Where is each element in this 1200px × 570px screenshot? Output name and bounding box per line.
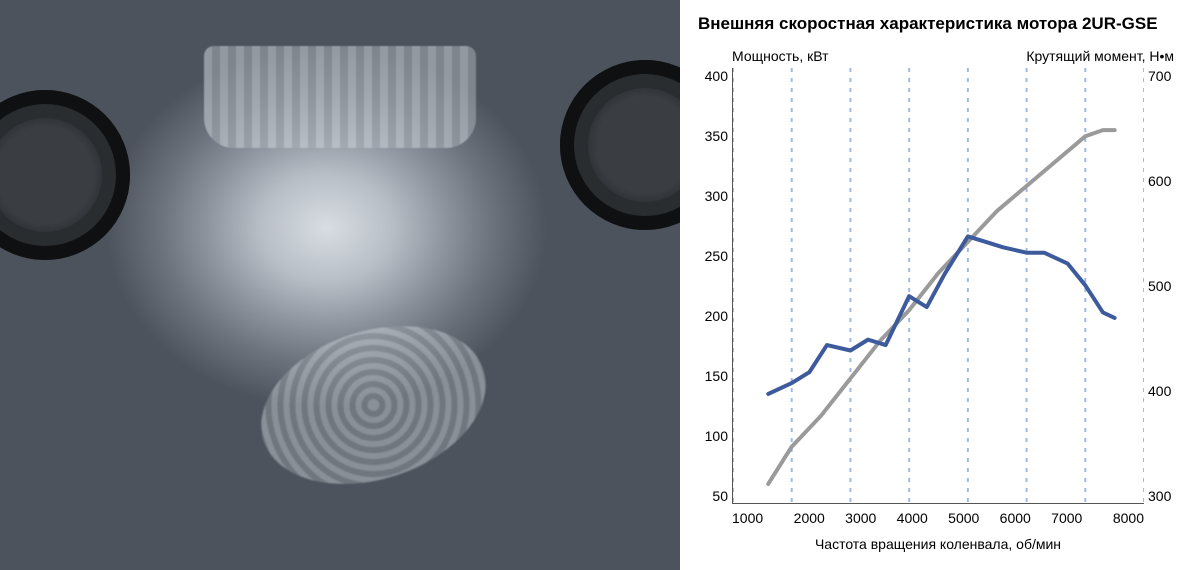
root: Внешняя скоростная характеристика мотора… bbox=[0, 0, 1200, 570]
engine-cutaway-image bbox=[0, 0, 680, 570]
tick-label: 300 bbox=[705, 188, 728, 204]
y-left-ticks: 400 350 300 250 200 150 100 50 bbox=[698, 68, 732, 504]
plot-area: 400 350 300 250 200 150 100 50 700 600 500 400 300 bbox=[698, 68, 1178, 504]
tick-label: 350 bbox=[705, 128, 728, 144]
y-left-label: Мощность, кВт bbox=[732, 48, 829, 64]
chart-svg bbox=[733, 68, 1144, 503]
tick-label: 7000 bbox=[1041, 510, 1093, 526]
y-right-ticks: 700 600 500 400 300 bbox=[1144, 68, 1178, 504]
tick-label: 700 bbox=[1148, 68, 1171, 84]
tire-left bbox=[0, 90, 130, 260]
x-ticks: 10002000300040005000600070008000 bbox=[732, 510, 1144, 526]
performance-chart: Внешняя скоростная характеристика мотора… bbox=[680, 0, 1200, 570]
tick-label: 250 bbox=[705, 248, 728, 264]
tick-label: 300 bbox=[1148, 488, 1171, 504]
tick-label: 200 bbox=[705, 308, 728, 324]
y-axis-labels: Мощность, кВт Крутящий момент, Н•м bbox=[732, 48, 1174, 64]
tick-label: 4000 bbox=[887, 510, 939, 526]
tire-right bbox=[560, 60, 680, 230]
tick-label: 6000 bbox=[990, 510, 1042, 526]
y-right-label: Крутящий момент, Н•м bbox=[1026, 48, 1174, 64]
x-axis-label: Частота вращения коленвала, об/мин bbox=[698, 536, 1178, 552]
tick-label: 8000 bbox=[1093, 510, 1145, 526]
chart-title: Внешняя скоростная характеристика мотора… bbox=[698, 14, 1178, 34]
plot bbox=[732, 68, 1144, 504]
tick-label: 3000 bbox=[835, 510, 887, 526]
tick-label: 150 bbox=[705, 368, 728, 384]
tick-label: 600 bbox=[1148, 173, 1171, 189]
tick-label: 400 bbox=[705, 68, 728, 84]
tick-label: 2000 bbox=[784, 510, 836, 526]
tick-label: 50 bbox=[712, 488, 728, 504]
tick-label: 400 bbox=[1148, 383, 1171, 399]
tick-label: 1000 bbox=[732, 510, 784, 526]
tick-label: 100 bbox=[705, 428, 728, 444]
tick-label: 500 bbox=[1148, 278, 1171, 294]
tick-label: 5000 bbox=[938, 510, 990, 526]
